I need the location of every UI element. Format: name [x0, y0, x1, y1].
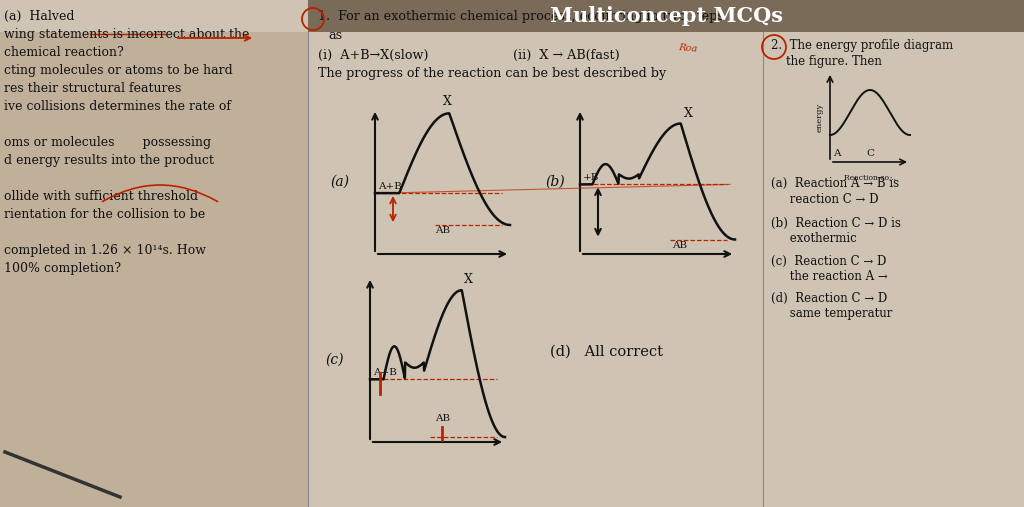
Text: AB: AB [672, 240, 687, 249]
Text: oms or molecules       possessing: oms or molecules possessing [4, 136, 211, 149]
Text: cting molecules or atoms to be hard: cting molecules or atoms to be hard [4, 64, 232, 77]
Text: 2.  The energy profile diagram: 2. The energy profile diagram [771, 39, 953, 52]
Text: wing statements is incorrect about the: wing statements is incorrect about the [4, 28, 250, 41]
Text: (i)  A+B→X(slow): (i) A+B→X(slow) [318, 49, 428, 62]
Text: (c)  Reaction C → D: (c) Reaction C → D [771, 255, 887, 268]
Text: ollide with sufficient threshold: ollide with sufficient threshold [4, 190, 198, 203]
Text: reaction C → D: reaction C → D [771, 193, 879, 206]
Text: (ii)  X → AB(fast): (ii) X → AB(fast) [513, 49, 620, 62]
FancyBboxPatch shape [0, 32, 308, 507]
Text: ive collisions determines the rate of: ive collisions determines the rate of [4, 100, 231, 113]
Text: rientation for the collision to be: rientation for the collision to be [4, 208, 205, 221]
Text: A+B: A+B [373, 368, 397, 377]
Text: A: A [833, 149, 841, 158]
Text: AB: AB [435, 226, 451, 235]
Text: (b): (b) [545, 174, 564, 189]
Text: energy: energy [816, 102, 824, 132]
Text: the reaction A →: the reaction A → [771, 270, 888, 283]
Text: (d)  Reaction C → D: (d) Reaction C → D [771, 292, 887, 305]
Text: same temperatur: same temperatur [771, 307, 892, 320]
Text: (a): (a) [330, 174, 349, 189]
Text: res their structural features: res their structural features [4, 82, 181, 95]
Text: (a)  Reaction A → B is: (a) Reaction A → B is [771, 177, 899, 190]
Text: C: C [866, 149, 874, 158]
Text: completed in 1.26 × 10¹⁴s. How: completed in 1.26 × 10¹⁴s. How [4, 244, 206, 257]
Text: d energy results into the product: d energy results into the product [4, 154, 214, 167]
Text: X: X [684, 106, 692, 120]
Text: (a)  Halved: (a) Halved [4, 10, 75, 23]
Text: exothermic: exothermic [771, 232, 857, 245]
Text: The progress of the reaction can be best described by: The progress of the reaction can be best… [318, 67, 667, 80]
Text: X: X [464, 273, 472, 286]
Text: Reaction co...: Reaction co... [844, 174, 896, 182]
Text: chemical reaction?: chemical reaction? [4, 46, 124, 59]
Text: (c): (c) [325, 352, 343, 367]
Text: X: X [442, 95, 452, 108]
Text: 100% completion?: 100% completion? [4, 262, 121, 275]
Text: (b)  Reaction C → D is: (b) Reaction C → D is [771, 217, 901, 230]
Text: (d)   All correct: (d) All correct [550, 345, 663, 359]
Text: Multiconcept MCQs: Multiconcept MCQs [550, 6, 782, 26]
Text: as: as [328, 29, 342, 42]
Text: Roa: Roa [678, 44, 697, 54]
Text: 1.  For an exothermic chemical process, occurring in two steps: 1. For an exothermic chemical process, o… [318, 10, 724, 23]
Text: the figure. Then: the figure. Then [786, 55, 882, 68]
FancyBboxPatch shape [308, 0, 1024, 32]
Text: +B: +B [583, 173, 599, 183]
Text: AB: AB [435, 414, 451, 423]
Text: A+B: A+B [378, 182, 401, 191]
